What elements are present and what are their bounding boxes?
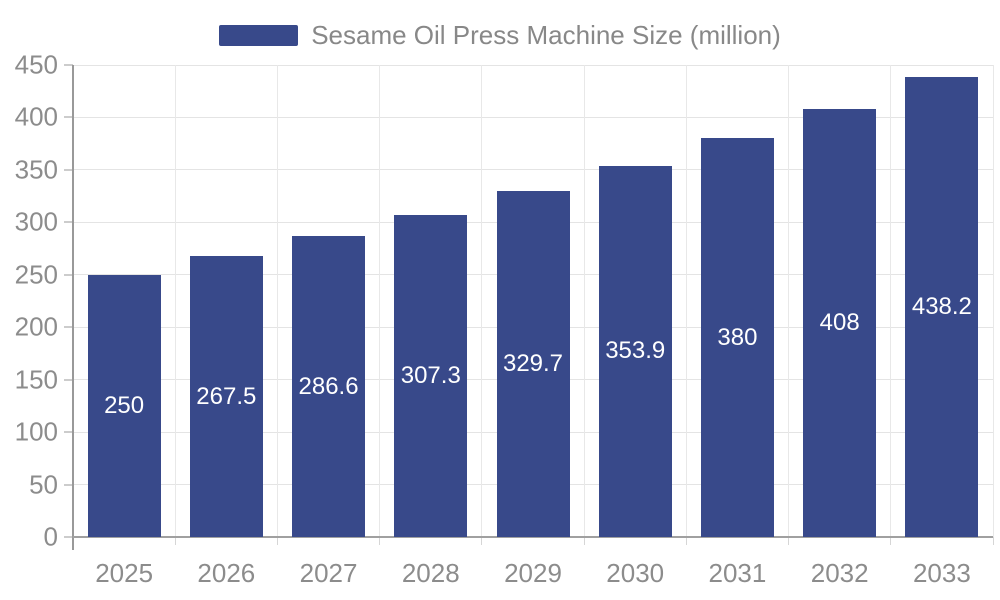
y-tick	[64, 378, 73, 381]
y-axis-label: 200	[14, 311, 58, 342]
x-axis-label: 2025	[95, 558, 154, 588]
x-gridline	[379, 65, 381, 537]
y-gridline	[73, 116, 993, 118]
bar-2032: 408	[803, 109, 877, 537]
bar-value-label: 438.2	[911, 293, 972, 321]
y-tick	[64, 326, 73, 329]
bar-2029: 329.7	[496, 191, 570, 537]
x-gridline	[481, 65, 483, 537]
bar-value-label: 353.9	[605, 337, 666, 365]
y-tick	[64, 483, 73, 486]
x-axis-label: 2033	[912, 558, 971, 588]
bar-2028: 307.3	[394, 214, 468, 537]
x-tick	[379, 537, 381, 545]
y-tick	[64, 221, 73, 224]
bar-value-label: 286.6	[298, 372, 359, 400]
plot-area: 0 50 100 150 200 250 300 350 400 450 250 267.5 286.6…	[15, 50, 994, 588]
y-axis-label: 50	[29, 469, 58, 500]
x-tick	[276, 537, 278, 545]
y-axis-label: 300	[14, 206, 58, 237]
y-tick	[64, 431, 73, 434]
y-axis-line	[72, 65, 74, 550]
bar-value-label: 329.7	[502, 350, 564, 378]
bar-2027: 286.6	[292, 236, 366, 537]
x-tick	[174, 537, 176, 545]
y-axis-label: 400	[14, 101, 58, 132]
x-gridline	[174, 65, 176, 537]
y-axis-label: 150	[14, 364, 58, 395]
x-gridline	[788, 65, 790, 537]
x-tick	[583, 537, 585, 545]
bar-2030: 353.9	[598, 165, 672, 537]
bar-2026: 267.5	[189, 256, 263, 537]
bar-2031: 380	[700, 138, 774, 537]
x-axis-label: 2030	[606, 558, 665, 588]
x-gridline	[890, 65, 892, 537]
bar-value-label: 250	[104, 391, 145, 419]
y-tick	[64, 116, 73, 119]
y-axis-label: 350	[14, 154, 58, 185]
y-tick	[64, 273, 73, 276]
x-tick	[890, 537, 892, 545]
y-tick	[64, 536, 73, 538]
legend-swatch	[219, 25, 299, 46]
x-gridline	[276, 65, 278, 537]
x-axis-label: 2032	[810, 558, 869, 588]
x-gridline	[992, 65, 994, 537]
bar-value-label: 267.5	[196, 382, 257, 410]
y-axis-label: 0	[43, 521, 58, 552]
x-axis-line	[73, 536, 993, 538]
x-axis-label: 2027	[299, 558, 358, 588]
x-tick	[992, 537, 994, 545]
x-axis-label: 2028	[401, 558, 460, 588]
bar-2033: 438.2	[905, 77, 979, 537]
legend-item[interactable]: Sesame Oil Press Machine Size (million)	[0, 20, 1000, 51]
y-axis-label: 450	[14, 49, 58, 80]
y-tick	[64, 168, 73, 171]
x-gridline	[583, 65, 585, 537]
y-axis-label: 100	[14, 416, 58, 447]
y-axis-label: 250	[14, 259, 58, 290]
x-gridline	[685, 65, 687, 537]
x-tick	[788, 537, 790, 545]
bar-value-label: 408	[819, 309, 860, 337]
bar-value-label: 380	[717, 323, 758, 351]
x-axis-label: 2026	[197, 558, 256, 588]
y-gridline	[73, 64, 993, 66]
x-tick	[481, 537, 483, 545]
x-tick	[685, 537, 687, 545]
y-gridline	[73, 169, 993, 171]
x-axis-label: 2031	[708, 558, 767, 588]
bar-value-label: 307.3	[400, 361, 461, 389]
x-axis-label: 2029	[504, 558, 562, 588]
y-tick	[64, 64, 73, 66]
bar-2025: 250	[87, 274, 161, 537]
legend-label: Sesame Oil Press Machine Size (million)	[311, 20, 781, 50]
